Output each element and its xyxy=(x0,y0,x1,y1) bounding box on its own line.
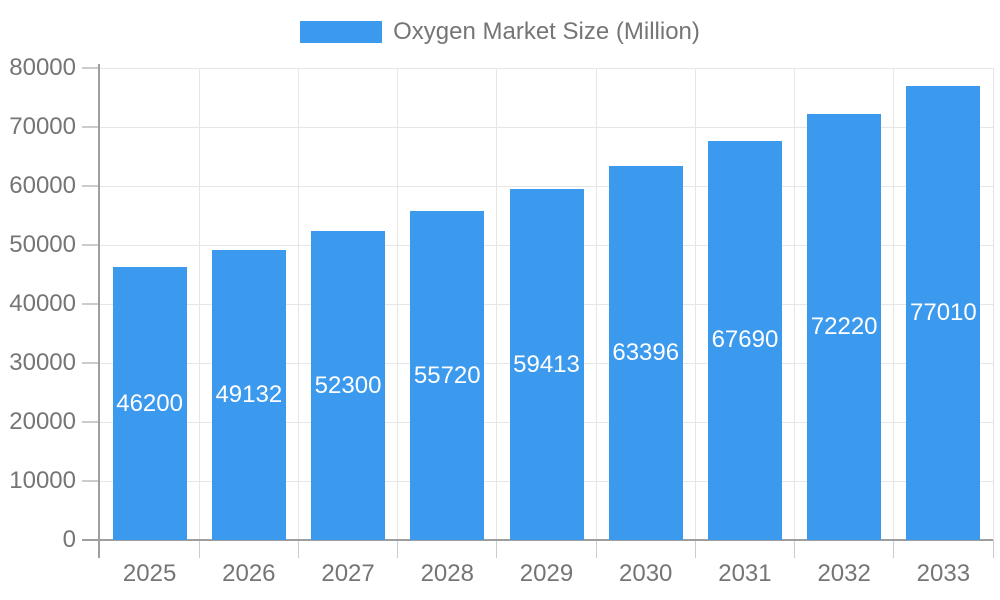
x-axis-tick xyxy=(794,540,796,558)
y-axis-tick-label: 20000 xyxy=(9,408,76,435)
y-axis-tick xyxy=(82,480,100,482)
y-axis-line xyxy=(98,64,100,558)
x-axis-tick xyxy=(694,540,696,558)
y-axis-tick xyxy=(82,303,100,305)
x-axis-tick-label: 2026 xyxy=(222,560,276,587)
y-axis-tick-label: 60000 xyxy=(9,172,76,199)
x-axis-tick xyxy=(198,540,200,558)
gridline-horizontal xyxy=(100,67,993,69)
x-axis-tick-label: 2025 xyxy=(122,560,177,587)
gridline-vertical xyxy=(992,68,994,540)
x-axis-tick-label: 2030 xyxy=(619,560,673,587)
x-axis-tick-label: 2027 xyxy=(321,560,375,587)
bar-value-label: 63396 xyxy=(612,338,680,366)
y-axis-tick-label: 80000 xyxy=(9,54,76,81)
x-axis-tick xyxy=(496,540,498,558)
y-axis-tick-label: 40000 xyxy=(9,290,76,317)
bar-value-label: 52300 xyxy=(314,371,382,399)
bar[interactable] xyxy=(311,231,386,540)
bar[interactable] xyxy=(707,140,782,540)
bar-value-label: 55720 xyxy=(413,361,481,389)
bar-value-label: 67690 xyxy=(711,326,779,354)
gridline-vertical xyxy=(297,68,299,540)
x-axis-tick-label: 2033 xyxy=(916,560,971,587)
x-axis-tick xyxy=(397,540,399,558)
bar[interactable] xyxy=(807,113,882,540)
bar-value-label: 49132 xyxy=(215,381,283,409)
y-axis-tick-label: 0 xyxy=(62,526,76,553)
legend-label: Oxygen Market Size (Million) xyxy=(393,18,700,45)
x-axis-tick-label: 2032 xyxy=(817,560,871,587)
y-axis-tick xyxy=(82,185,100,187)
x-axis-tick-label: 2031 xyxy=(718,560,772,587)
x-axis-tick xyxy=(595,540,597,558)
bar[interactable] xyxy=(410,211,485,540)
bar-value-label: 59413 xyxy=(513,350,580,378)
gridline-horizontal xyxy=(100,126,993,128)
x-axis-tick xyxy=(297,540,299,558)
gridline-vertical xyxy=(794,68,796,540)
chart-legend[interactable]: Oxygen Market Size (Million) xyxy=(0,18,1000,46)
gridline-vertical xyxy=(893,68,895,540)
y-axis-tick xyxy=(82,362,100,364)
gridline-horizontal xyxy=(100,185,993,187)
y-axis-tick-label: 30000 xyxy=(9,349,76,376)
gridline-vertical xyxy=(694,68,696,540)
x-axis-tick xyxy=(992,540,994,558)
x-axis-tick-label: 2028 xyxy=(420,560,474,587)
y-axis-tick-label: 50000 xyxy=(9,231,76,258)
y-axis-tick xyxy=(82,244,100,246)
x-axis-line xyxy=(82,539,993,541)
y-axis-tick xyxy=(82,126,100,128)
bar-value-label: 72220 xyxy=(810,312,878,340)
gridline-vertical xyxy=(397,68,399,540)
gridline-vertical xyxy=(496,68,498,540)
y-axis-tick-label: 70000 xyxy=(9,113,76,140)
gridline-vertical xyxy=(198,68,200,540)
x-axis-tick xyxy=(893,540,895,558)
x-axis-tick-label: 2029 xyxy=(519,560,574,587)
y-axis-tick xyxy=(82,421,100,423)
gridline-vertical xyxy=(595,68,597,540)
bar[interactable] xyxy=(509,189,584,540)
bar[interactable] xyxy=(906,85,981,540)
bar[interactable] xyxy=(112,267,187,540)
bar-value-label: 77010 xyxy=(910,298,977,326)
legend-swatch xyxy=(300,21,383,43)
y-axis-tick xyxy=(82,67,100,69)
bar[interactable] xyxy=(211,250,286,540)
y-axis-tick-label: 10000 xyxy=(9,467,76,494)
bar-value-label: 46200 xyxy=(116,389,183,417)
bar[interactable] xyxy=(608,165,683,540)
